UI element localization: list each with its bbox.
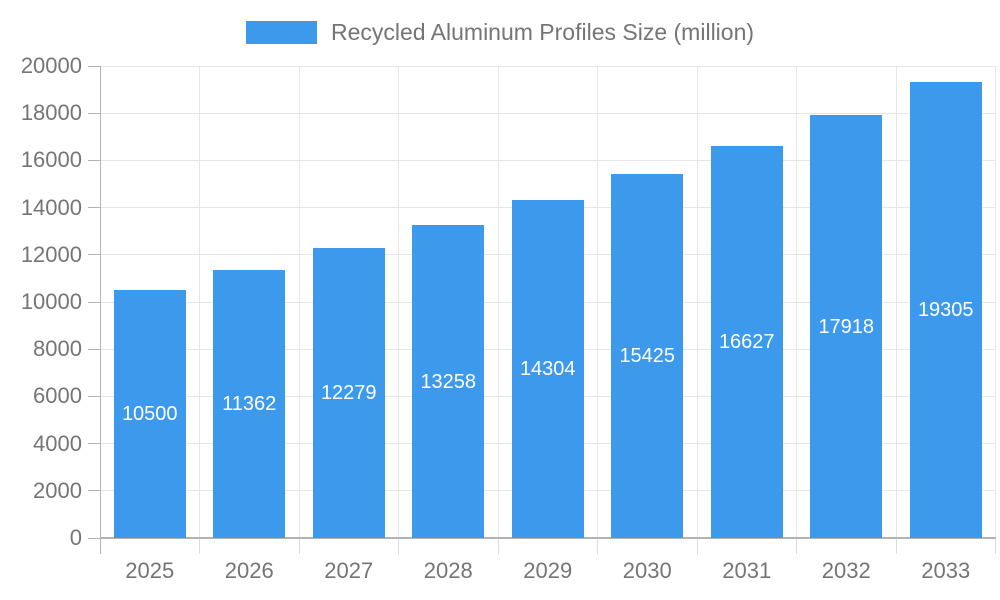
bar[interactable]: [810, 115, 883, 538]
bar[interactable]: [611, 173, 684, 538]
y-axis-tick: [88, 395, 100, 397]
y-axis-label: 4000: [33, 430, 82, 456]
x-axis-tick: [796, 538, 797, 554]
x-axis-label: 2025: [125, 558, 175, 583]
y-axis-tick: [88, 159, 100, 161]
gridline-vertical: [895, 66, 897, 538]
bar-value-label: 10500: [121, 403, 178, 426]
x-axis-label: 2033: [921, 558, 971, 583]
bar-value-label: 19305: [917, 299, 974, 322]
y-axis-line: [99, 66, 101, 554]
y-axis-tick: [88, 443, 100, 445]
legend-label: Recycled Aluminum Profiles Size (million…: [330, 18, 755, 45]
x-axis-tick: [995, 538, 996, 554]
gridline-vertical: [597, 66, 598, 538]
y-axis-tick: [88, 254, 100, 256]
x-axis-label: 2032: [821, 558, 871, 583]
x-axis-tick: [696, 538, 698, 554]
bar[interactable]: [113, 290, 186, 538]
bar[interactable]: [412, 225, 485, 538]
gridline-horizontal: [100, 112, 996, 114]
gridline-horizontal: [100, 159, 996, 161]
y-axis-label: 14000: [20, 194, 82, 220]
y-axis-tick: [88, 207, 100, 209]
y-axis-tick: [88, 65, 100, 67]
y-axis-label: 20000: [20, 53, 82, 78]
legend: Recycled Aluminum Profiles Size (million…: [0, 17, 1000, 47]
x-axis-label: 2029: [523, 558, 573, 583]
x-axis-tick: [199, 538, 200, 554]
gridline-vertical: [497, 66, 499, 538]
bar-value-label: 15425: [619, 344, 676, 367]
x-axis-tick: [895, 538, 897, 554]
x-axis-label: 2030: [622, 558, 672, 583]
x-axis-label: 2027: [324, 558, 374, 583]
bar-value-label: 12279: [320, 382, 377, 405]
bar[interactable]: [511, 200, 584, 538]
bar[interactable]: [213, 269, 286, 538]
gridline-horizontal: [100, 65, 996, 67]
bar-value-label: 13258: [420, 370, 477, 393]
y-axis-label: 2000: [33, 477, 82, 503]
x-axis-baseline: [100, 537, 996, 539]
x-axis-tick: [298, 538, 300, 554]
y-axis-tick: [88, 301, 100, 303]
bar-value-label: 11362: [222, 392, 277, 415]
y-axis-tick: [88, 537, 100, 539]
bar-value-label: 14304: [519, 358, 576, 381]
y-axis-label: 10000: [20, 289, 82, 314]
bar[interactable]: [312, 248, 385, 538]
x-axis-tick: [597, 538, 598, 554]
gridline-vertical: [298, 66, 300, 538]
bar[interactable]: [710, 145, 783, 538]
y-axis-tick: [88, 348, 100, 350]
bar-value-label: 17918: [818, 315, 875, 338]
x-axis-tick: [497, 538, 499, 554]
gridline-vertical: [796, 66, 797, 538]
x-axis-label: 2028: [423, 558, 473, 583]
y-axis-label: 6000: [33, 383, 82, 409]
bar[interactable]: [909, 82, 982, 538]
gridline-vertical: [995, 66, 996, 538]
gridline-vertical: [696, 66, 698, 538]
y-axis-label: 12000: [20, 241, 82, 267]
y-axis-label: 0: [69, 525, 82, 550]
x-axis-label: 2031: [722, 558, 772, 583]
y-axis-label: 8000: [33, 336, 82, 362]
y-axis-label: 16000: [20, 147, 82, 173]
gridline-vertical: [199, 66, 200, 538]
x-axis-tick: [398, 538, 399, 554]
y-axis-label: 18000: [20, 100, 82, 126]
gridline-vertical: [398, 66, 399, 538]
y-axis-tick: [88, 112, 100, 114]
x-axis-label: 2026: [224, 558, 274, 583]
legend-swatch: [245, 20, 317, 44]
y-axis-tick: [88, 490, 100, 492]
bar-value-label: 16627: [718, 330, 775, 353]
